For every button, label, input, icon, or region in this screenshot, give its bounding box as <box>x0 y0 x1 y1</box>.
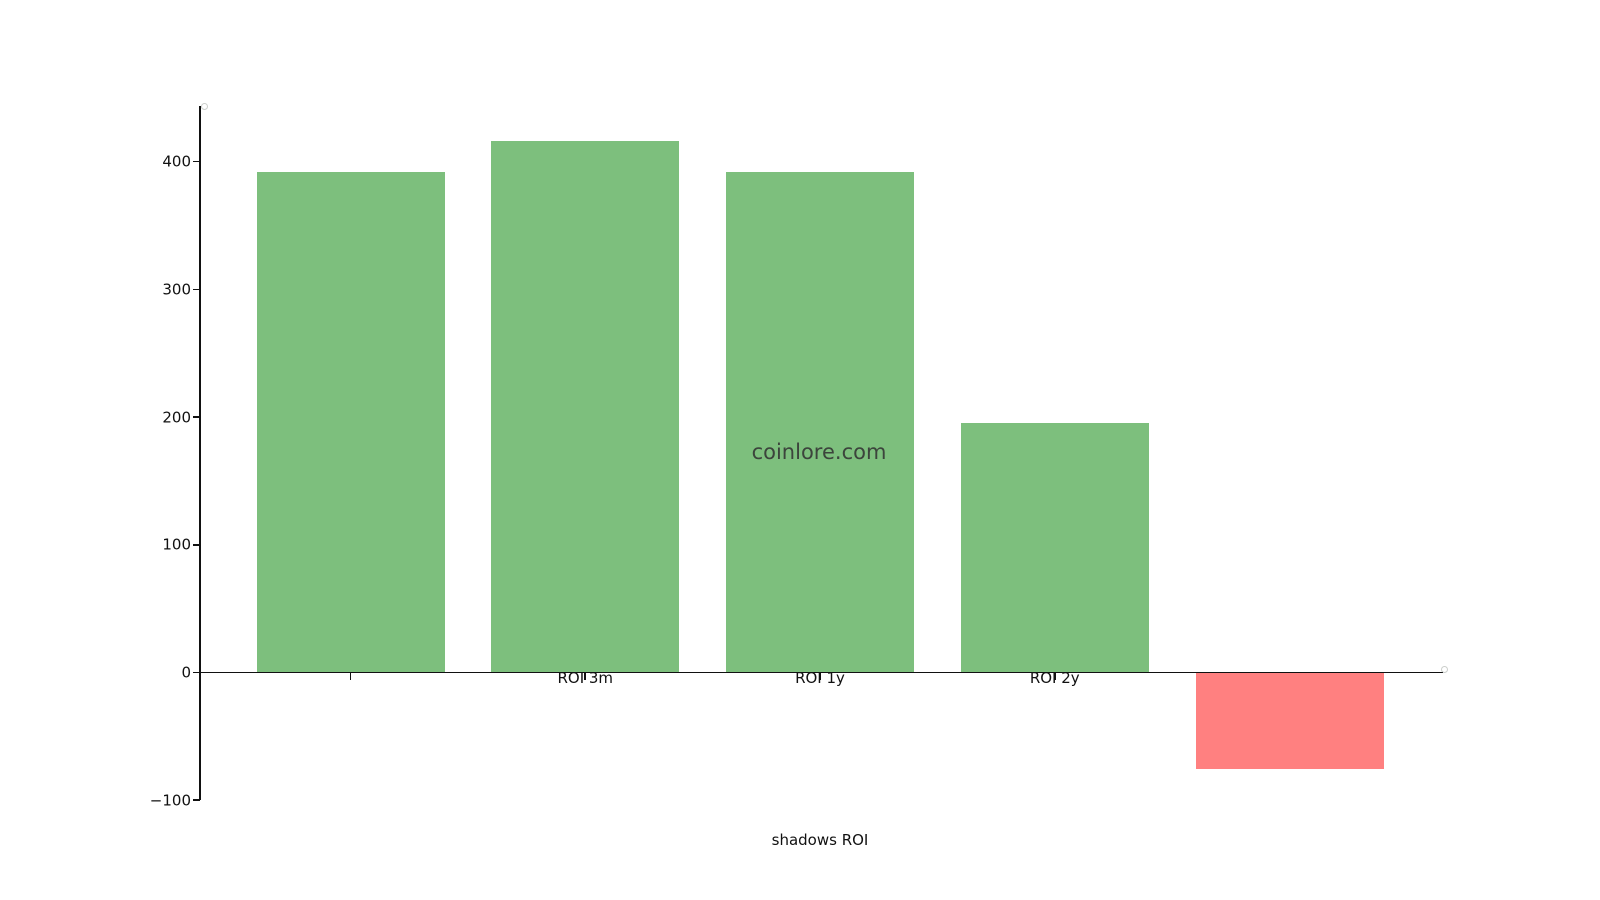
axis-end-marker-right <box>1440 665 1448 673</box>
y-tick-label-100: 100 <box>162 535 191 554</box>
x-tick-label-roi-3m: ROI 3m <box>557 668 614 687</box>
y-tick-label-400: 400 <box>162 152 191 171</box>
bar-roi-2y <box>960 423 1149 673</box>
bar-roi-3m <box>491 141 680 673</box>
y-tick-label-200: 200 <box>162 408 191 427</box>
y-tick-label-300: 300 <box>162 280 191 299</box>
x-tickmark-2 <box>819 673 821 681</box>
y-tick-label-0: 0 <box>181 663 191 682</box>
y-tick-label--100: −100 <box>149 791 191 810</box>
x-axis-zero-line <box>199 671 1443 674</box>
y-tickmark-300 <box>193 288 200 291</box>
bar-roi-1y <box>726 171 914 673</box>
x-tickmark-1 <box>584 673 587 681</box>
bar-index-0 <box>256 171 445 673</box>
watermark: coinlore.com <box>751 440 887 464</box>
y-tickmark-400 <box>193 160 200 163</box>
y-tickmark--100 <box>193 799 200 802</box>
x-tick-label-roi-2y: ROI 2y <box>1029 668 1080 687</box>
y-tickmark-200 <box>193 416 200 418</box>
x-tick-label-roi-1y: ROI 1y <box>795 668 845 687</box>
axis-end-marker-top <box>200 102 208 110</box>
y-tickmark-0 <box>193 671 200 674</box>
bar-index-4 <box>1195 673 1384 770</box>
y-axis-spine <box>199 106 201 800</box>
x-tickmark-0 <box>349 673 352 681</box>
x-axis-title: shadows ROI <box>771 831 869 849</box>
y-tickmark-100 <box>193 543 200 546</box>
x-tickmark-3 <box>1053 673 1056 681</box>
